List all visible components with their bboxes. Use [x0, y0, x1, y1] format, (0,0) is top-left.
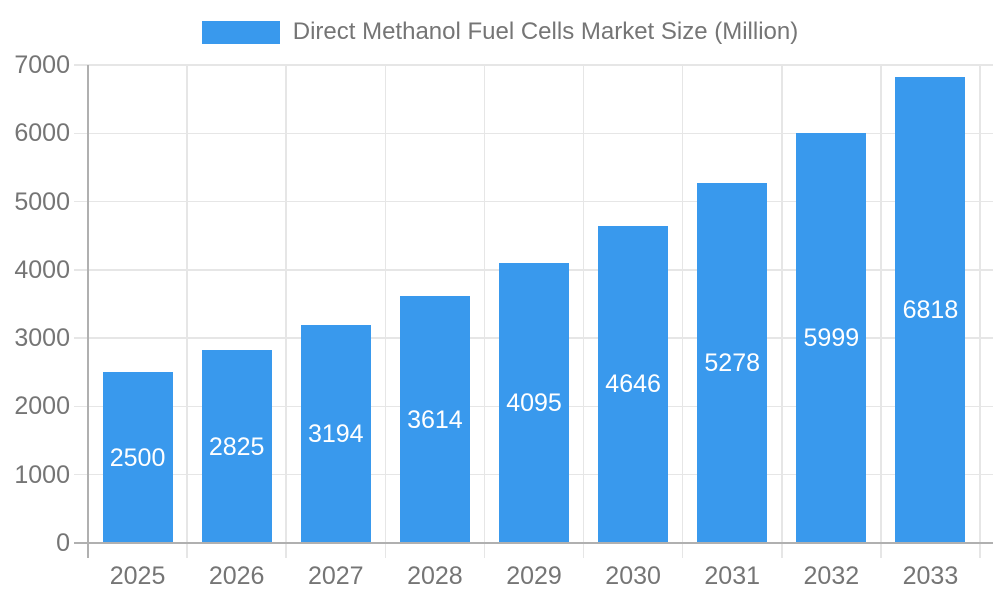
y-gridline: [74, 132, 993, 135]
y-tick-label: 4000: [14, 255, 70, 284]
bar-value-label: 2500: [109, 443, 166, 472]
legend-label: Direct Methanol Fuel Cells Market Size (…: [292, 18, 799, 45]
bar-2032[interactable]: [796, 133, 867, 543]
x-gridline: [880, 65, 882, 558]
x-gridline: [483, 65, 486, 558]
x-gridline: [781, 65, 783, 558]
bar-2033[interactable]: [895, 77, 966, 543]
y-axis-line: [87, 65, 89, 558]
legend-swatch[interactable]: [201, 20, 280, 44]
bar-2028[interactable]: [399, 296, 470, 543]
bar-value-label: 3614: [407, 405, 463, 434]
y-tick-label: 7000: [14, 51, 70, 79]
y-tick-label: 3000: [14, 324, 70, 353]
bar-value-label: 3194: [307, 419, 364, 448]
y-gridline: [74, 64, 993, 66]
bar-2029[interactable]: [499, 263, 569, 543]
x-tick-label: 2029: [506, 562, 562, 590]
bar-2026[interactable]: [201, 350, 272, 543]
bar-2030[interactable]: [598, 225, 669, 543]
x-gridline: [186, 65, 188, 558]
bar-2025[interactable]: [102, 372, 173, 543]
x-gridline: [681, 65, 684, 558]
x-tick-label: 2032: [803, 562, 860, 590]
x-gridline: [582, 65, 585, 558]
bar-value-label: 2825: [208, 432, 265, 461]
x-gridline: [285, 65, 287, 558]
x-axis-line: [74, 542, 993, 544]
y-tick-label: 5000: [14, 187, 70, 216]
y-tick-label: 6000: [14, 119, 70, 148]
x-tick-label: 2033: [902, 562, 959, 590]
bar-value-label: 4095: [506, 389, 562, 418]
x-tick-label: 2026: [208, 562, 265, 590]
y-gridline: [74, 200, 993, 203]
x-tick-label: 2028: [407, 562, 463, 590]
x-gridline: [979, 65, 981, 558]
y-tick-label: 0: [56, 529, 70, 557]
bar-value-label: 5999: [803, 324, 860, 353]
bar-2027[interactable]: [300, 324, 371, 543]
x-tick-label: 2031: [704, 562, 761, 590]
x-tick-label: 2025: [109, 562, 166, 590]
x-tick-label: 2030: [605, 562, 661, 590]
chart-legend: Direct Methanol Fuel Cells Market Size (…: [0, 17, 1000, 47]
y-tick-label: 2000: [14, 392, 70, 421]
bar-value-label: 6818: [902, 296, 959, 325]
x-tick-label: 2027: [307, 562, 364, 590]
x-gridline: [384, 65, 387, 558]
bar-value-label: 5278: [704, 348, 761, 377]
bar-2031[interactable]: [697, 182, 768, 543]
bar-value-label: 4646: [605, 370, 661, 399]
y-tick-label: 1000: [14, 460, 70, 489]
